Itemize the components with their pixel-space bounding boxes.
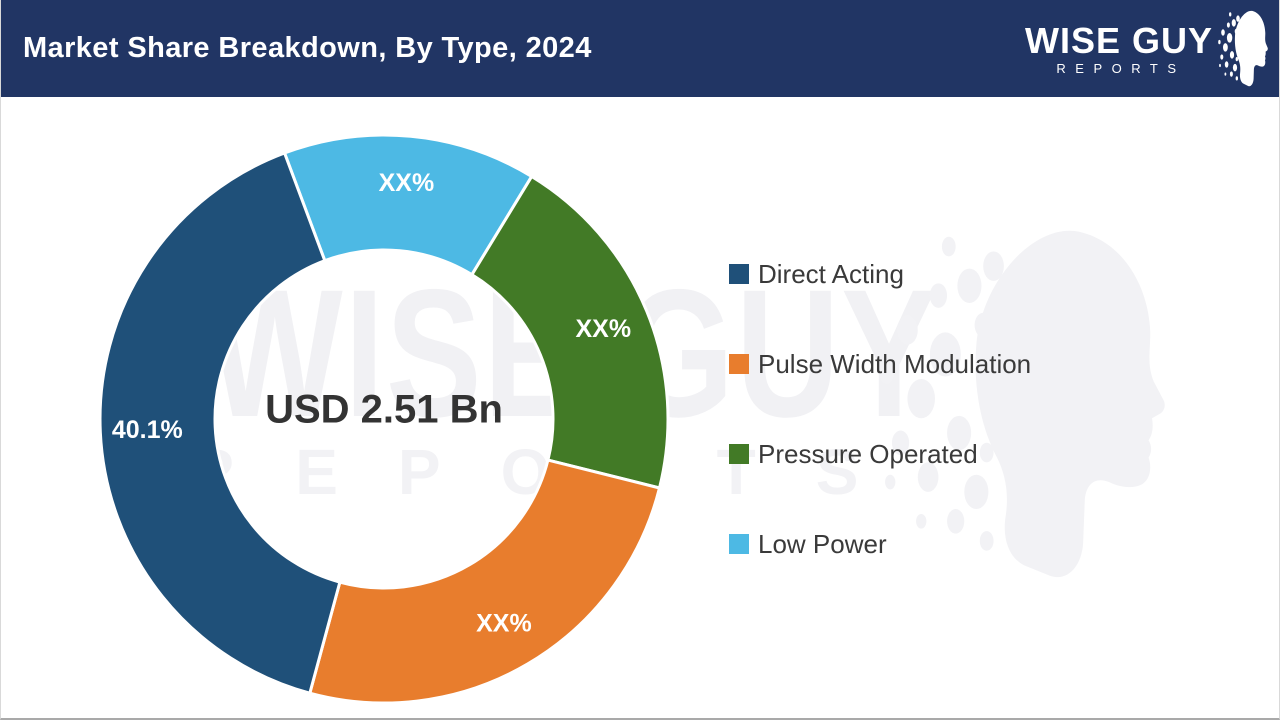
wiseguy-face-icon	[1218, 10, 1268, 87]
donut-slice-direct-acting	[98, 151, 342, 695]
legend-swatch	[729, 354, 749, 374]
donut-slice-pressure-operated	[470, 174, 670, 490]
wiseguy-logo: WISE GUY REPORTS	[1025, 6, 1271, 92]
donut-slice-pulse-width-modulation	[308, 458, 661, 705]
header-bar: Market Share Breakdown, By Type, 2024 WI…	[1, 0, 1279, 97]
legend-swatch	[729, 534, 749, 554]
legend-item-direct-acting: Direct Acting	[729, 259, 1031, 289]
legend-item-pulse-width-modulation: Pulse Width Modulation	[729, 349, 1032, 379]
slice-label-direct-acting: 40.1%	[112, 416, 183, 444]
legend-swatch	[729, 444, 749, 464]
donut-chart: XX% XX% XX% 40.1%	[98, 133, 670, 705]
page-title: Market Share Breakdown, By Type, 2024	[23, 32, 592, 64]
slice-label-pressure-operated: XX%	[576, 315, 632, 343]
legend-swatch	[729, 264, 749, 284]
legend-item-pressure-operated: Pressure Operated	[729, 439, 1031, 469]
chart-legend: Direct Acting Pulse Width Modulation Press…	[729, 259, 1032, 624]
wiseguy-logo-sub: REPORTS	[1056, 61, 1186, 77]
legend-label: Pulse Width Modulation	[758, 349, 1032, 379]
slice-label-pulse-width-modulation: XX%	[476, 609, 532, 637]
legend-label: Pressure Operated	[758, 439, 978, 469]
legend-label: Direct Acting	[758, 259, 904, 289]
legend-label: Low Power	[758, 529, 887, 559]
wiseguy-logo-text: WISE GUY REPORTS	[1024, 19, 1213, 77]
legend-item-low-power: Low Power	[729, 529, 1031, 559]
donut-center-value: USD 2.51 Bn	[265, 387, 503, 432]
wiseguy-logo-name: WISE GUY	[1024, 19, 1213, 61]
slice-label-low-power: XX%	[379, 169, 435, 197]
